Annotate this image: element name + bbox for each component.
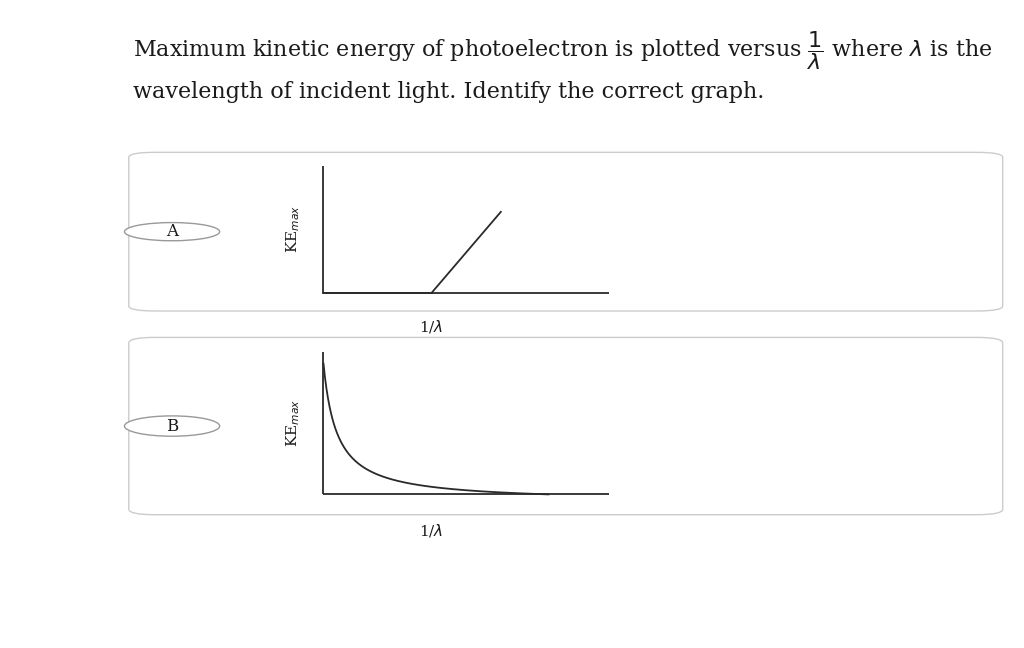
FancyBboxPatch shape [129, 152, 1002, 311]
Circle shape [125, 222, 219, 241]
Text: KE$_{max}$: KE$_{max}$ [284, 205, 302, 253]
Text: wavelength of incident light. Identify the correct graph.: wavelength of incident light. Identify t… [133, 81, 765, 103]
Text: 1/$\lambda$: 1/$\lambda$ [420, 318, 443, 334]
FancyBboxPatch shape [129, 338, 1002, 515]
Text: B: B [166, 417, 178, 435]
Text: Maximum kinetic energy of photoelectron is plotted versus $\dfrac{1}{\lambda}$ w: Maximum kinetic energy of photoelectron … [133, 29, 992, 72]
Text: A: A [166, 223, 178, 240]
Text: 1/$\lambda$: 1/$\lambda$ [420, 522, 443, 539]
Circle shape [125, 416, 219, 436]
Text: KE$_{max}$: KE$_{max}$ [284, 399, 302, 447]
